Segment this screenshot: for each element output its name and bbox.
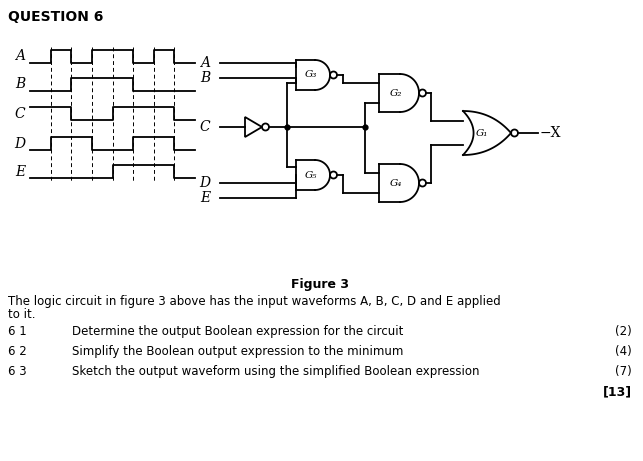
- Text: B: B: [200, 71, 210, 85]
- Text: G₂: G₂: [390, 89, 402, 97]
- Text: The logic circuit in figure 3 above has the input waveforms A, B, C, D and E app: The logic circuit in figure 3 above has …: [8, 295, 501, 308]
- Text: G₄: G₄: [390, 178, 402, 188]
- Text: A: A: [200, 56, 210, 70]
- Text: C: C: [199, 120, 210, 134]
- Text: (7): (7): [615, 365, 632, 378]
- Text: [13]: [13]: [603, 385, 632, 398]
- Text: to it.: to it.: [8, 308, 35, 321]
- Text: G₅: G₅: [305, 171, 318, 179]
- Text: 6 2: 6 2: [8, 345, 27, 358]
- Text: QUESTION 6: QUESTION 6: [8, 10, 104, 24]
- Text: Simplify the Boolean output expression to the minimum: Simplify the Boolean output expression t…: [72, 345, 403, 358]
- Text: (2): (2): [615, 325, 632, 338]
- Text: Figure 3: Figure 3: [291, 278, 349, 291]
- Text: G₁: G₁: [476, 129, 489, 137]
- Text: 6 3: 6 3: [8, 365, 26, 378]
- Text: E: E: [15, 165, 25, 178]
- Text: −X: −X: [540, 126, 561, 140]
- Text: G₃: G₃: [305, 71, 318, 79]
- Text: 6 1: 6 1: [8, 325, 27, 338]
- Text: (4): (4): [615, 345, 632, 358]
- Text: Sketch the output waveform using the simplified Boolean expression: Sketch the output waveform using the sim…: [72, 365, 480, 378]
- Text: Determine the output Boolean expression for the circuit: Determine the output Boolean expression …: [72, 325, 403, 338]
- Text: E: E: [200, 191, 210, 205]
- Text: A: A: [15, 49, 25, 64]
- Text: D: D: [14, 136, 26, 150]
- Text: B: B: [15, 77, 25, 91]
- Text: D: D: [199, 176, 210, 190]
- Text: C: C: [15, 106, 25, 120]
